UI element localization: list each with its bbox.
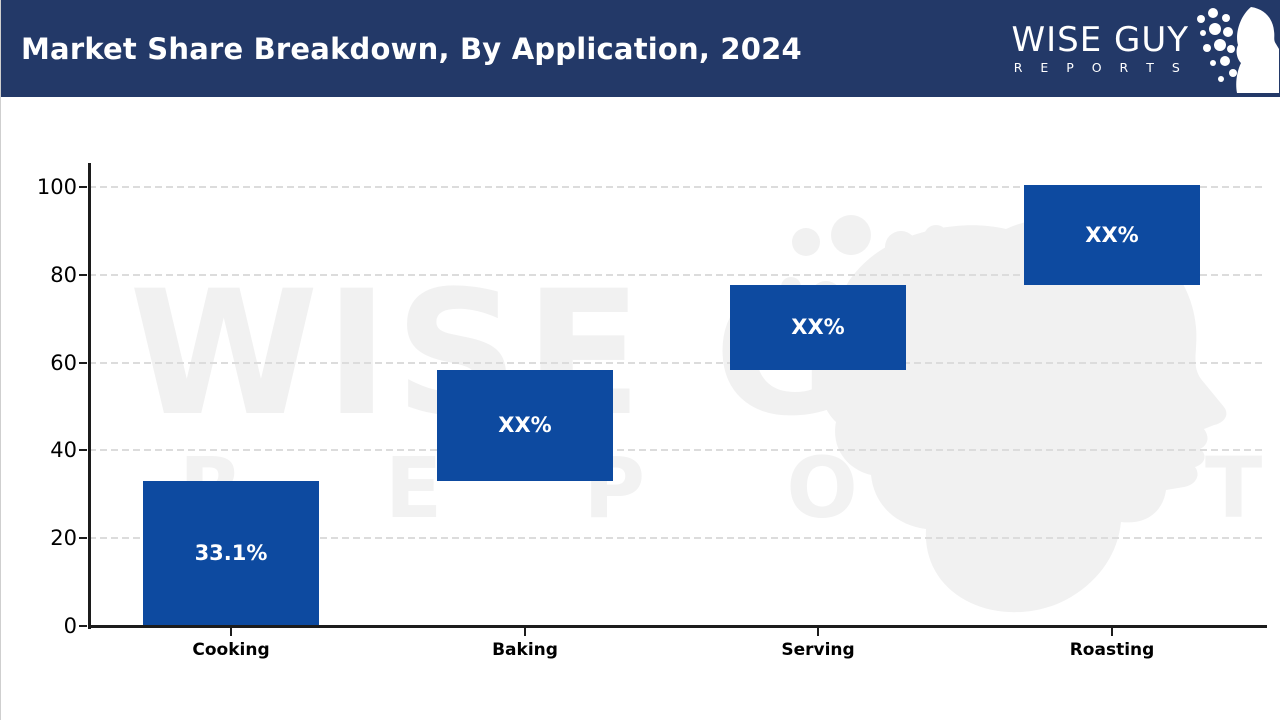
header: Market Share Breakdown, By Application, …: [1, 0, 1280, 97]
y-tick-label: 100: [36, 175, 77, 199]
y-tick-label: 20: [50, 526, 77, 551]
bar-cooking: 33.1%: [143, 480, 319, 626]
x-category-label-serving: Serving: [781, 640, 855, 660]
gridline: [89, 537, 1265, 540]
gridline: [89, 361, 1265, 364]
y-tick-label: 80: [50, 262, 77, 287]
bar-value-label: XX%: [498, 413, 552, 438]
x-category-label-roasting: Roasting: [1069, 640, 1155, 660]
y-tick-mark: [79, 449, 87, 452]
y-tick-label: 60: [50, 350, 77, 375]
brand-logo: WISE GUY R E P O R T S: [1011, 0, 1279, 97]
logo-wordmark: WISE GUY R E P O R T S: [1011, 22, 1189, 75]
bar-value-label: XX%: [1085, 223, 1139, 248]
chart-title: Market Share Breakdown, By Application, …: [21, 31, 802, 66]
y-tick-label: 0: [63, 614, 77, 638]
gridline: [89, 273, 1265, 276]
y-tick-mark: [79, 186, 87, 188]
x-category-label-cooking: Cooking: [192, 640, 270, 660]
chart-area: WISE GUY R E P O R T S 33.1%XX%XX%XX%020…: [1, 97, 1280, 720]
x-axis-line: [87, 624, 1267, 628]
x-tick-mark: [524, 628, 526, 636]
logo-wordmark-line2: R E P O R T S: [1013, 60, 1187, 75]
bar-value-label: XX%: [791, 315, 845, 340]
bar-serving: XX%: [730, 285, 906, 370]
logo-face-icon: [1197, 6, 1279, 93]
logo-wordmark-line1: WISE GUY: [1011, 20, 1189, 60]
x-tick-mark: [817, 628, 819, 636]
bar-value-label: 33.1%: [194, 541, 268, 566]
x-tick-mark: [1111, 628, 1113, 636]
y-tick-mark: [79, 625, 87, 627]
gridline: [89, 449, 1265, 452]
x-tick-mark: [230, 628, 232, 636]
x-category-label-baking: Baking: [492, 640, 558, 660]
bar-roasting: XX%: [1024, 185, 1200, 286]
bar-baking: XX%: [437, 369, 613, 481]
y-tick-mark: [79, 361, 87, 364]
y-tick-mark: [79, 273, 87, 276]
watermark-face-icon: [781, 215, 1227, 613]
y-tick-label: 40: [50, 438, 77, 463]
gridline: [89, 186, 1265, 188]
y-axis-line: [87, 163, 91, 629]
y-tick-mark: [79, 537, 87, 540]
